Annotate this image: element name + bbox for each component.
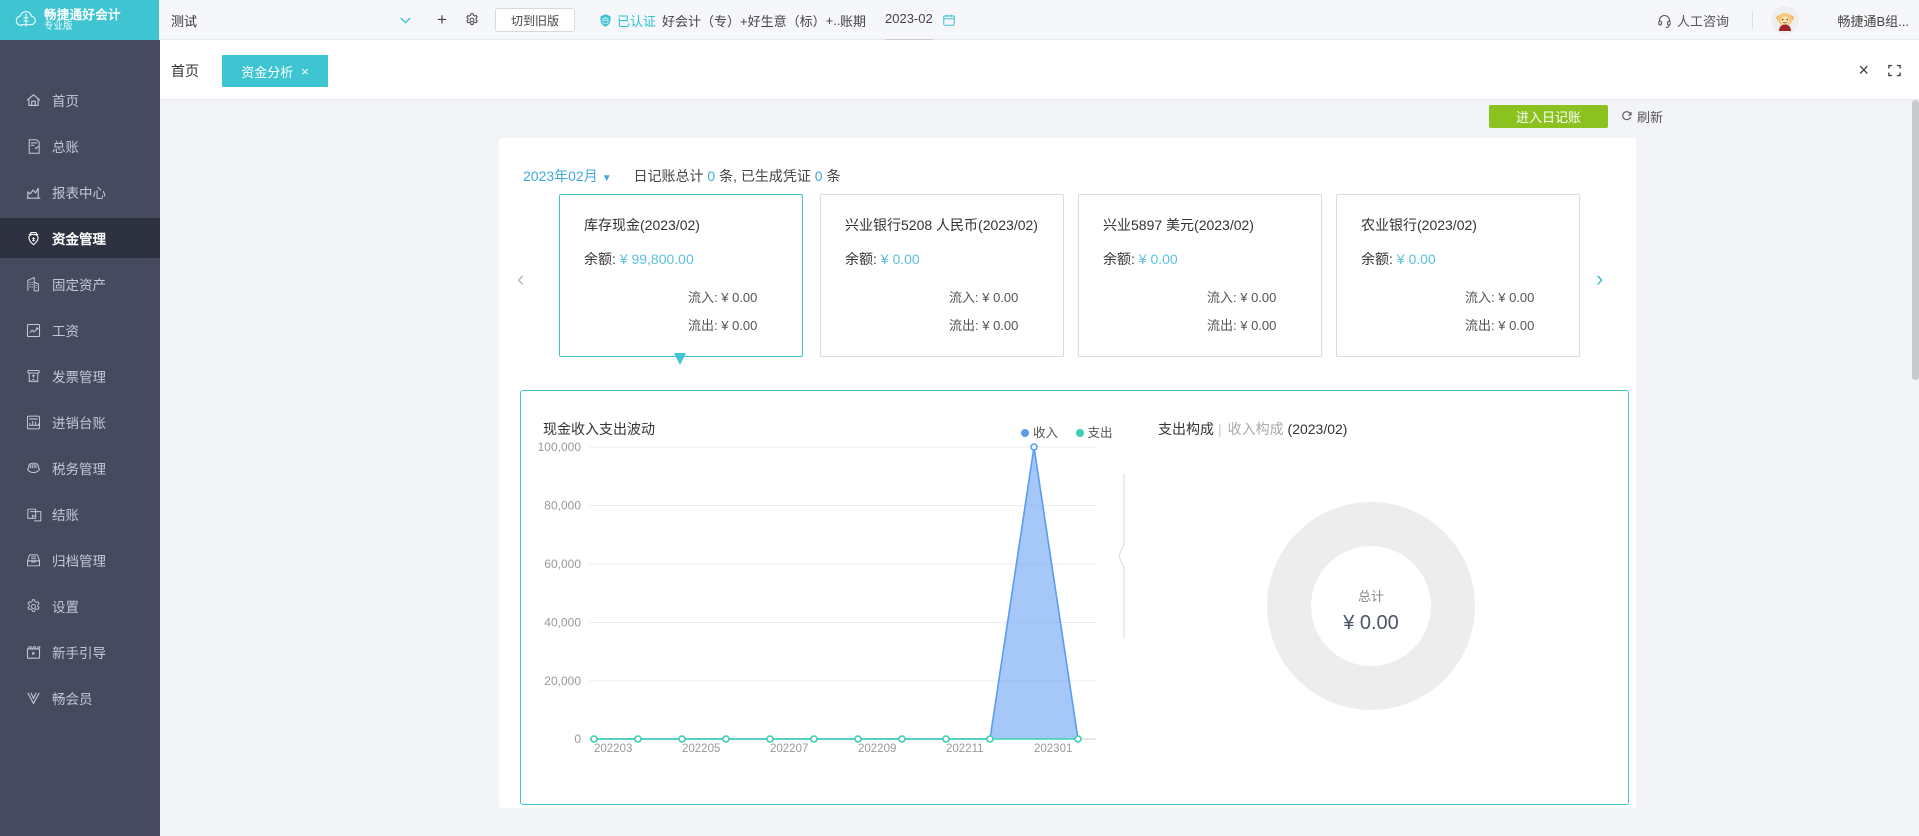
svg-text:202203: 202203 <box>594 743 632 754</box>
svg-text:202301: 202301 <box>1034 743 1072 754</box>
svg-text:202207: 202207 <box>770 743 808 754</box>
svg-text:40,000: 40,000 <box>544 616 581 630</box>
svg-text:0: 0 <box>574 732 581 746</box>
svg-text:60,000: 60,000 <box>544 557 581 571</box>
svg-text:总计: 总计 <box>1358 589 1384 604</box>
svg-text:¥ 0.00: ¥ 0.00 <box>1342 612 1399 634</box>
svg-text:202205: 202205 <box>682 743 720 754</box>
svg-text:80,000: 80,000 <box>544 499 581 513</box>
svg-text:202211: 202211 <box>946 743 984 754</box>
svg-text:202209: 202209 <box>858 743 896 754</box>
svg-text:20,000: 20,000 <box>544 674 581 688</box>
svg-text:100,000: 100,000 <box>538 440 582 454</box>
